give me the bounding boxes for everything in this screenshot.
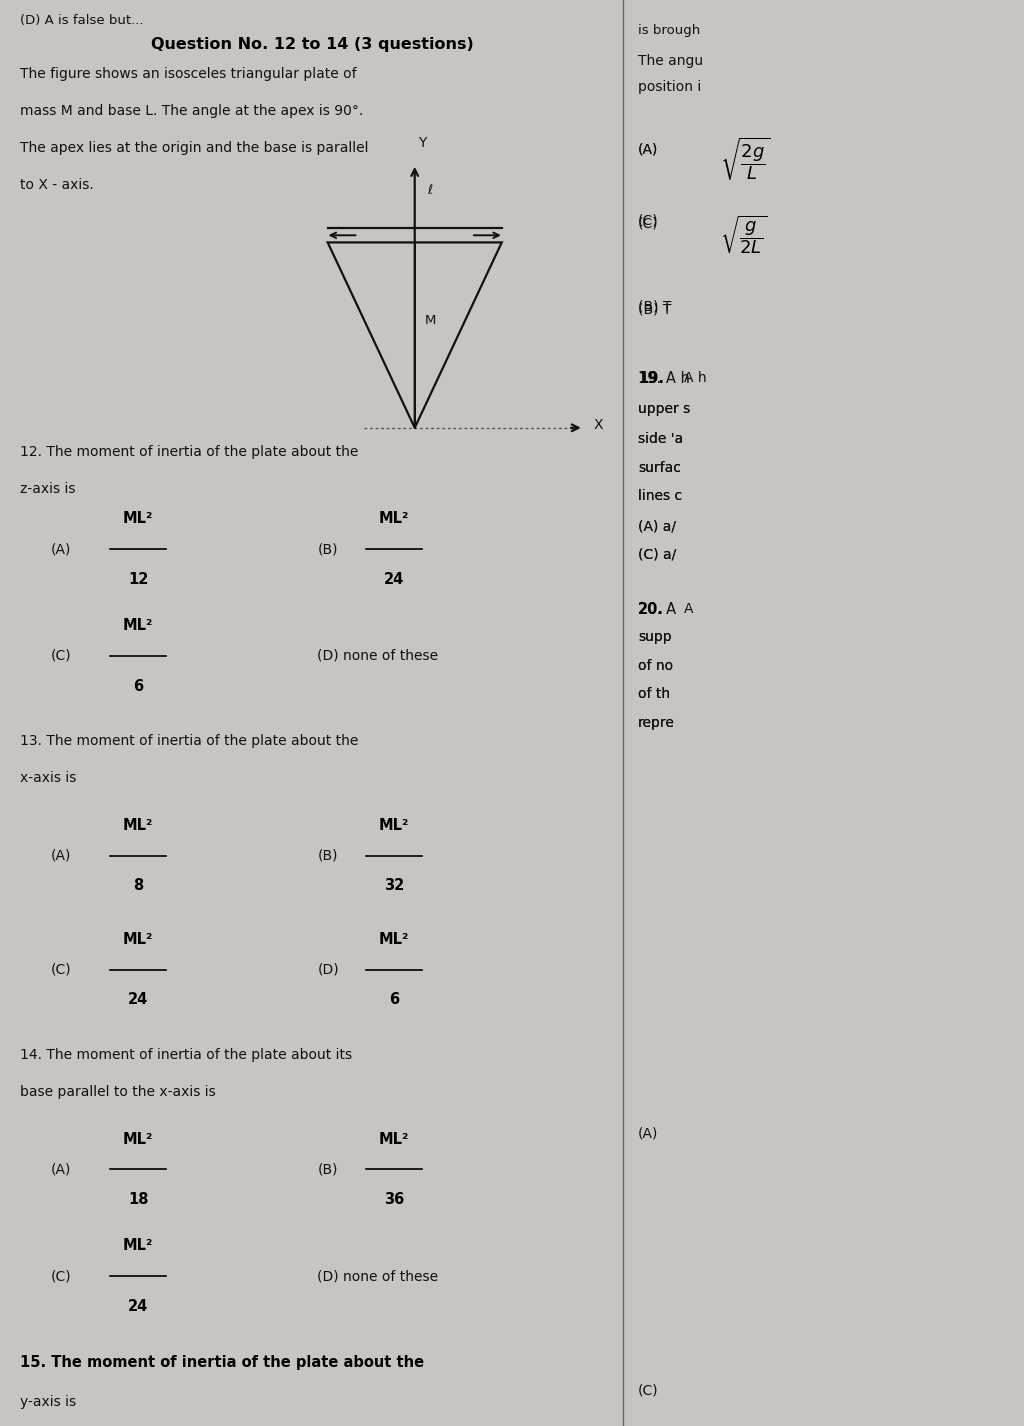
Text: side 'a: side 'a	[638, 432, 683, 446]
Text: (C): (C)	[638, 214, 658, 228]
Text: 15. The moment of inertia of the plate about the: 15. The moment of inertia of the plate a…	[20, 1355, 425, 1370]
Text: 19.: 19.	[638, 371, 664, 386]
Text: (A): (A)	[638, 143, 658, 157]
Text: ML²: ML²	[123, 1238, 154, 1253]
Text: ML²: ML²	[123, 511, 154, 526]
Text: Y: Y	[418, 135, 426, 150]
Text: surfac: surfac	[638, 461, 681, 475]
Text: (D) A is false but...: (D) A is false but...	[20, 14, 144, 27]
Text: ML²: ML²	[379, 817, 410, 833]
Text: lines c: lines c	[638, 489, 682, 503]
Text: ML²: ML²	[123, 817, 154, 833]
Text: (B) T: (B) T	[638, 302, 672, 317]
Text: (B): (B)	[317, 542, 338, 556]
Text: 20. A: 20. A	[638, 602, 676, 617]
Text: mass M and base L. The angle at the apex is 90°.: mass M and base L. The angle at the apex…	[20, 104, 364, 118]
Text: ML²: ML²	[379, 931, 410, 947]
Text: (B): (B)	[317, 1162, 338, 1176]
Text: M: M	[425, 314, 436, 328]
Text: 12. The moment of inertia of the plate about the: 12. The moment of inertia of the plate a…	[20, 445, 358, 459]
Text: (C): (C)	[638, 1383, 658, 1397]
Text: ML²: ML²	[123, 1131, 154, 1147]
Text: A h: A h	[684, 371, 707, 385]
Text: base parallel to the x-axis is: base parallel to the x-axis is	[20, 1085, 216, 1099]
Text: supp: supp	[638, 630, 672, 645]
Text: 6: 6	[389, 992, 399, 1008]
Text: 6: 6	[133, 679, 143, 694]
Text: The angu: The angu	[638, 54, 703, 68]
Text: (A): (A)	[51, 542, 72, 556]
Text: z-axis is: z-axis is	[20, 482, 76, 496]
Text: (C): (C)	[51, 649, 72, 663]
Text: (A): (A)	[51, 848, 72, 863]
Text: ML²: ML²	[123, 931, 154, 947]
Text: ML²: ML²	[123, 617, 154, 633]
Text: ML²: ML²	[379, 1131, 410, 1147]
Text: 18: 18	[128, 1192, 148, 1208]
Text: upper s: upper s	[638, 402, 690, 416]
Text: (C): (C)	[638, 217, 658, 231]
Text: $\sqrt{\dfrac{2g}{L}}$: $\sqrt{\dfrac{2g}{L}}$	[720, 135, 770, 183]
Text: of th: of th	[638, 687, 670, 702]
Text: (A) a/: (A) a/	[638, 519, 676, 533]
Text: supp: supp	[638, 630, 672, 645]
Text: 14. The moment of inertia of the plate about its: 14. The moment of inertia of the plate a…	[20, 1048, 352, 1062]
Text: y-axis is: y-axis is	[20, 1395, 77, 1409]
Text: (A) a/: (A) a/	[638, 519, 676, 533]
Text: (C) a/: (C) a/	[638, 548, 676, 562]
Text: ℓ: ℓ	[427, 184, 432, 197]
Text: 36: 36	[384, 1192, 404, 1208]
Text: The apex lies at the origin and the base is parallel: The apex lies at the origin and the base…	[20, 141, 369, 155]
Text: of no: of no	[638, 659, 673, 673]
Text: (C): (C)	[51, 963, 72, 977]
Text: 13. The moment of inertia of the plate about the: 13. The moment of inertia of the plate a…	[20, 734, 358, 749]
Text: is brough: is brough	[638, 24, 700, 37]
Text: The figure shows an isosceles triangular plate of: The figure shows an isosceles triangular…	[20, 67, 357, 81]
Text: (A): (A)	[638, 143, 658, 157]
Text: (A): (A)	[51, 1162, 72, 1176]
Text: $\sqrt{\dfrac{g}{2L}}$: $\sqrt{\dfrac{g}{2L}}$	[720, 214, 767, 257]
Text: repre: repre	[638, 716, 675, 730]
Text: 24: 24	[128, 1299, 148, 1315]
Text: (A): (A)	[638, 1127, 658, 1141]
Text: (D) none of these: (D) none of these	[317, 1269, 438, 1283]
Text: (D) none of these: (D) none of these	[317, 649, 438, 663]
Text: of th: of th	[638, 687, 670, 702]
Text: position i: position i	[638, 80, 701, 94]
Text: of no: of no	[638, 659, 673, 673]
Text: 24: 24	[384, 572, 404, 588]
Text: lines c: lines c	[638, 489, 682, 503]
Text: (C) a/: (C) a/	[638, 548, 676, 562]
Text: A: A	[684, 602, 693, 616]
Text: 20.: 20.	[638, 602, 664, 617]
Text: upper s: upper s	[638, 402, 690, 416]
Text: 8: 8	[133, 878, 143, 894]
Text: (B): (B)	[317, 848, 338, 863]
Text: (C): (C)	[51, 1269, 72, 1283]
Text: (B) T: (B) T	[638, 299, 672, 314]
Text: 32: 32	[384, 878, 404, 894]
Text: X: X	[594, 418, 603, 432]
Text: to X - axis.: to X - axis.	[20, 178, 94, 193]
Text: ML²: ML²	[379, 511, 410, 526]
Text: 12: 12	[128, 572, 148, 588]
Text: 19. A h: 19. A h	[638, 371, 690, 386]
Text: (D): (D)	[317, 963, 339, 977]
Text: surfac: surfac	[638, 461, 681, 475]
Text: x-axis is: x-axis is	[20, 771, 77, 786]
Text: side 'a: side 'a	[638, 432, 683, 446]
Text: Question No. 12 to 14 (3 questions): Question No. 12 to 14 (3 questions)	[151, 37, 474, 53]
Text: repre: repre	[638, 716, 675, 730]
Text: 24: 24	[128, 992, 148, 1008]
